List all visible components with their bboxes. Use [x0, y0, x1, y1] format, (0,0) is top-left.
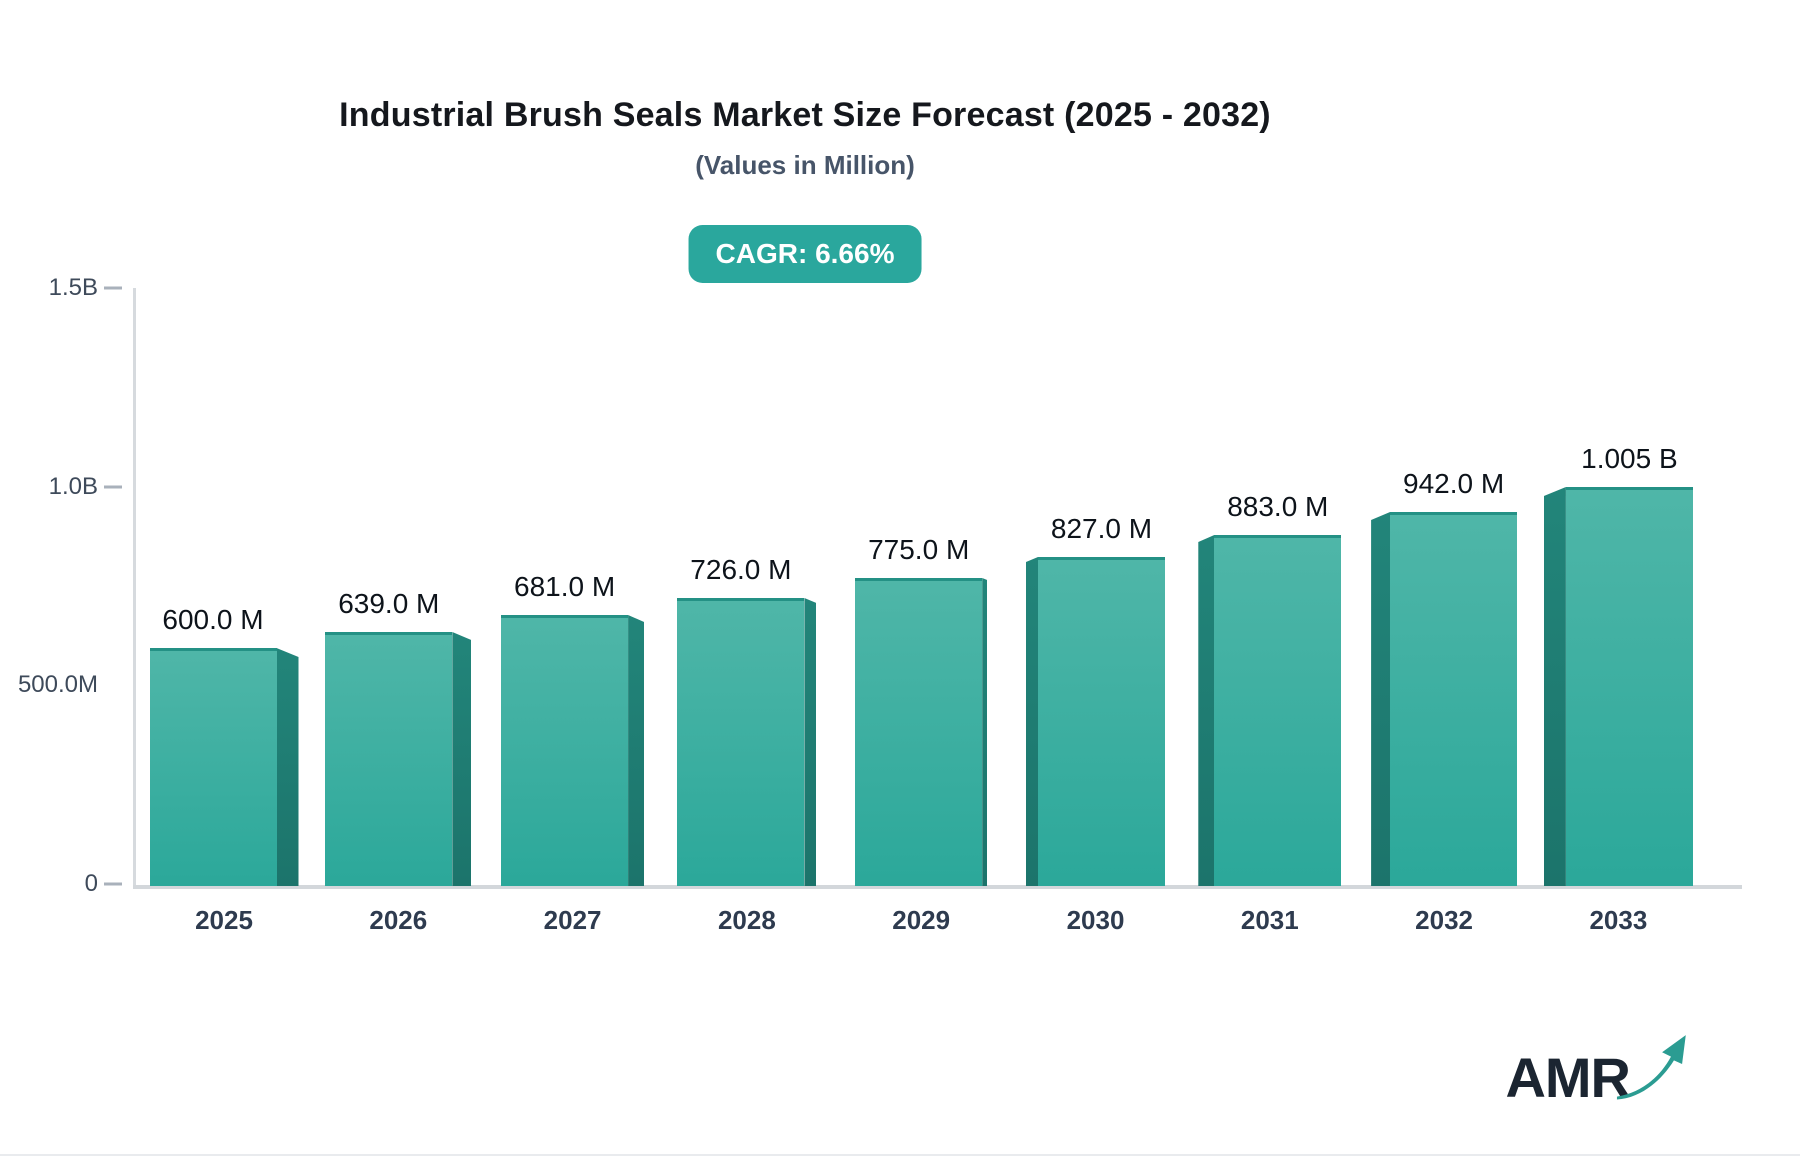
y-tick-mark [104, 882, 122, 886]
bar-2032 [1390, 512, 1518, 886]
y-axis-line [133, 288, 136, 887]
y-tick-label: 0 [84, 870, 98, 897]
bar-side-face [452, 632, 472, 886]
bar-side-face [628, 615, 645, 886]
y-tick-mark [104, 286, 122, 290]
bar-2027 [501, 615, 629, 886]
bar-value-label: 726.0 M [690, 554, 792, 585]
bar-side-face [1543, 487, 1566, 886]
y-tick-label: 1.0B [48, 472, 98, 500]
bar-value-label: 883.0 M [1227, 491, 1329, 522]
x-tick-label-2027: 2027 [543, 905, 602, 935]
bar-value-label: 775.0 M [868, 534, 970, 565]
bar-value-label: 827.0 M [1050, 513, 1153, 544]
chart-title: Industrial Brush Seals Market Size Forec… [339, 96, 1271, 134]
bar-2028 [677, 598, 805, 886]
x-tick-label-2030: 2030 [1066, 905, 1125, 935]
bar-2031 [1214, 535, 1342, 886]
bar-2029 [855, 578, 983, 886]
cagr-badge: CAGR: 6.66% [688, 225, 922, 283]
bar-value-label: 681.0 M [514, 571, 616, 602]
y-tick-label: 1.5B [48, 274, 98, 301]
bar-value-label: 600.0 M [162, 604, 264, 635]
x-tick-label-2033: 2033 [1589, 905, 1648, 935]
x-tick-label-2031: 2031 [1240, 905, 1299, 935]
bar-side-face [276, 648, 299, 886]
chart-subtitle: (Values in Million) [695, 150, 915, 180]
amr-logo-text: AMR [1505, 1046, 1631, 1109]
bar-side-face [804, 598, 817, 886]
bar-2030 [1038, 557, 1165, 886]
bar-value-label: 639.0 M [338, 588, 440, 619]
bar-value-label: 1.005 B [1581, 443, 1678, 474]
amr-logo-arrow-icon [1616, 1035, 1686, 1100]
bar-side-face [982, 578, 988, 886]
bar-value-label: 942.0 M [1403, 468, 1505, 499]
x-axis-line [133, 885, 1742, 889]
x-tick-label-2026: 2026 [369, 905, 428, 935]
x-tick-label-2029: 2029 [892, 905, 951, 935]
bar-2026 [325, 632, 453, 886]
amr-logo: AMR [1505, 1030, 1688, 1106]
bar-side-face [1371, 512, 1391, 886]
x-tick-label-2028: 2028 [717, 905, 776, 935]
bar-side-face [1198, 535, 1215, 886]
bar-side-face [1026, 557, 1038, 886]
bar-2025 [149, 648, 277, 886]
x-tick-label-2032: 2032 [1415, 905, 1474, 935]
y-tick-label: 500.0M [17, 671, 98, 699]
x-tick-label-2025: 2025 [195, 905, 253, 935]
y-tick-mark [104, 485, 122, 489]
bar-2033 [1565, 487, 1693, 886]
